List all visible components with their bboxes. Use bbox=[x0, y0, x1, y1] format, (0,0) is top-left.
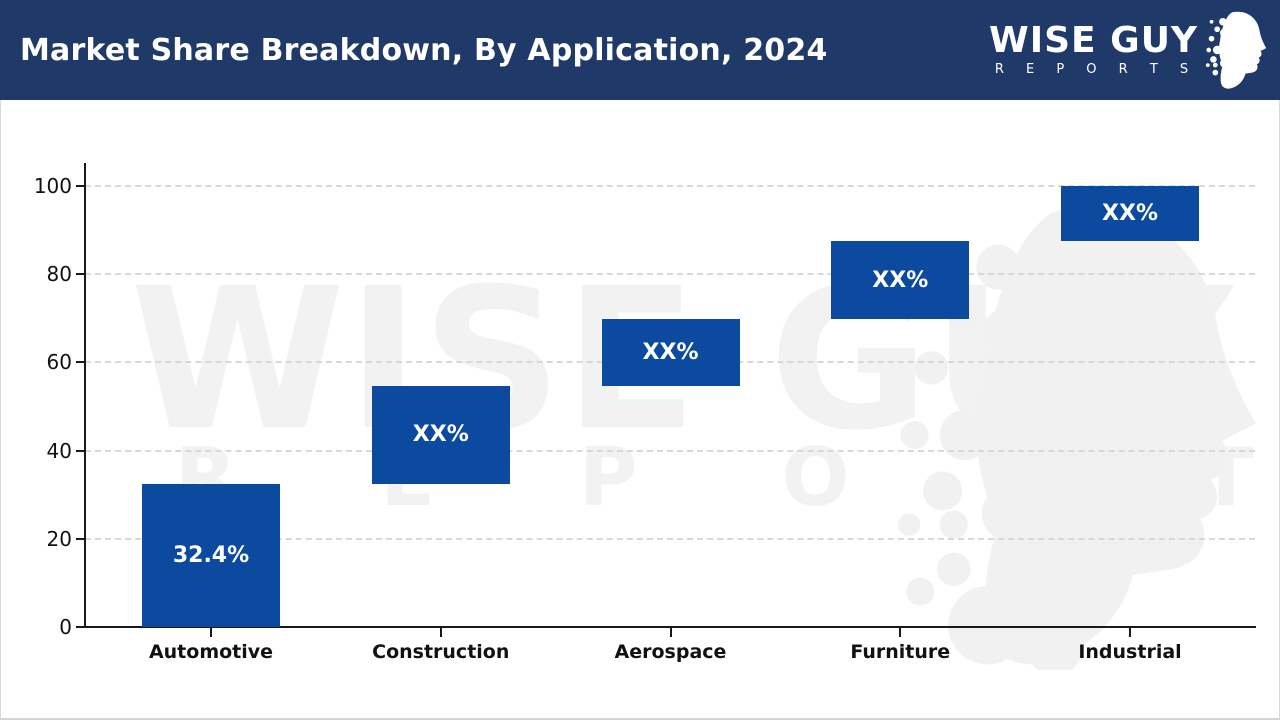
gridline-40 bbox=[85, 449, 1255, 452]
gridline-20 bbox=[85, 537, 1255, 540]
gridline-80 bbox=[85, 273, 1255, 276]
bar-aerospace: XX% bbox=[601, 319, 740, 386]
watermark-head-icon bbox=[897, 207, 1256, 670]
y-tick-label-60: 60 bbox=[46, 350, 72, 375]
y-tick-80 bbox=[76, 273, 84, 276]
x-tick-aerospace bbox=[669, 628, 672, 637]
x-axis-label-automotive: Automotive bbox=[148, 641, 274, 663]
x-axis-label-industrial: Industrial bbox=[1078, 641, 1182, 663]
bar-value-label-aerospace: XX% bbox=[642, 339, 699, 365]
bar-industrial: XX% bbox=[1061, 186, 1199, 242]
brand-logo-subtitle: R E P O R T S bbox=[994, 62, 1198, 77]
brand-logo-text: WISE GUY R E P O R T S bbox=[988, 20, 1198, 78]
y-tick-label-40: 40 bbox=[46, 438, 72, 463]
bar-value-label-furniture: XX% bbox=[872, 267, 929, 293]
brand-head-icon bbox=[1205, 11, 1267, 89]
x-axis-label-furniture: Furniture bbox=[850, 641, 951, 663]
brand-logo-name: WISE GUY bbox=[988, 20, 1198, 61]
bar-value-label-industrial: XX% bbox=[1102, 201, 1158, 227]
bar-construction: XX% bbox=[371, 385, 510, 485]
y-tick-label-0: 0 bbox=[59, 615, 72, 639]
y-tick-20 bbox=[76, 537, 84, 540]
brand-logo: WISE GUY R E P O R T S bbox=[989, 10, 1270, 90]
x-tick-furniture bbox=[899, 628, 902, 637]
y-tick-label-20: 20 bbox=[46, 526, 72, 551]
y-tick-60 bbox=[76, 361, 84, 364]
bar-furniture: XX% bbox=[831, 241, 970, 320]
y-tick-label-80: 80 bbox=[46, 262, 72, 287]
y-axis-line bbox=[84, 163, 86, 628]
gridline-100 bbox=[85, 185, 1255, 187]
x-axis-line bbox=[84, 626, 1256, 628]
bar-automotive: 32.4% bbox=[142, 484, 280, 627]
x-axis-label-aerospace: Aerospace bbox=[614, 641, 727, 663]
x-axis-label-construction: Construction bbox=[372, 641, 510, 663]
x-tick-industrial bbox=[1129, 628, 1131, 637]
y-tick-label-100: 100 bbox=[33, 174, 72, 198]
y-tick-100 bbox=[76, 185, 84, 187]
header-bar: Market Share Breakdown, By Application, … bbox=[0, 0, 1280, 100]
bar-value-label-automotive: 32.4% bbox=[172, 543, 250, 569]
x-tick-construction bbox=[439, 628, 442, 637]
bar-value-label-construction: XX% bbox=[412, 422, 469, 448]
y-tick-40 bbox=[76, 449, 84, 452]
page-title: Market Share Breakdown, By Application, … bbox=[20, 32, 828, 68]
y-tick-0 bbox=[76, 626, 84, 628]
x-tick-automotive bbox=[210, 628, 212, 637]
